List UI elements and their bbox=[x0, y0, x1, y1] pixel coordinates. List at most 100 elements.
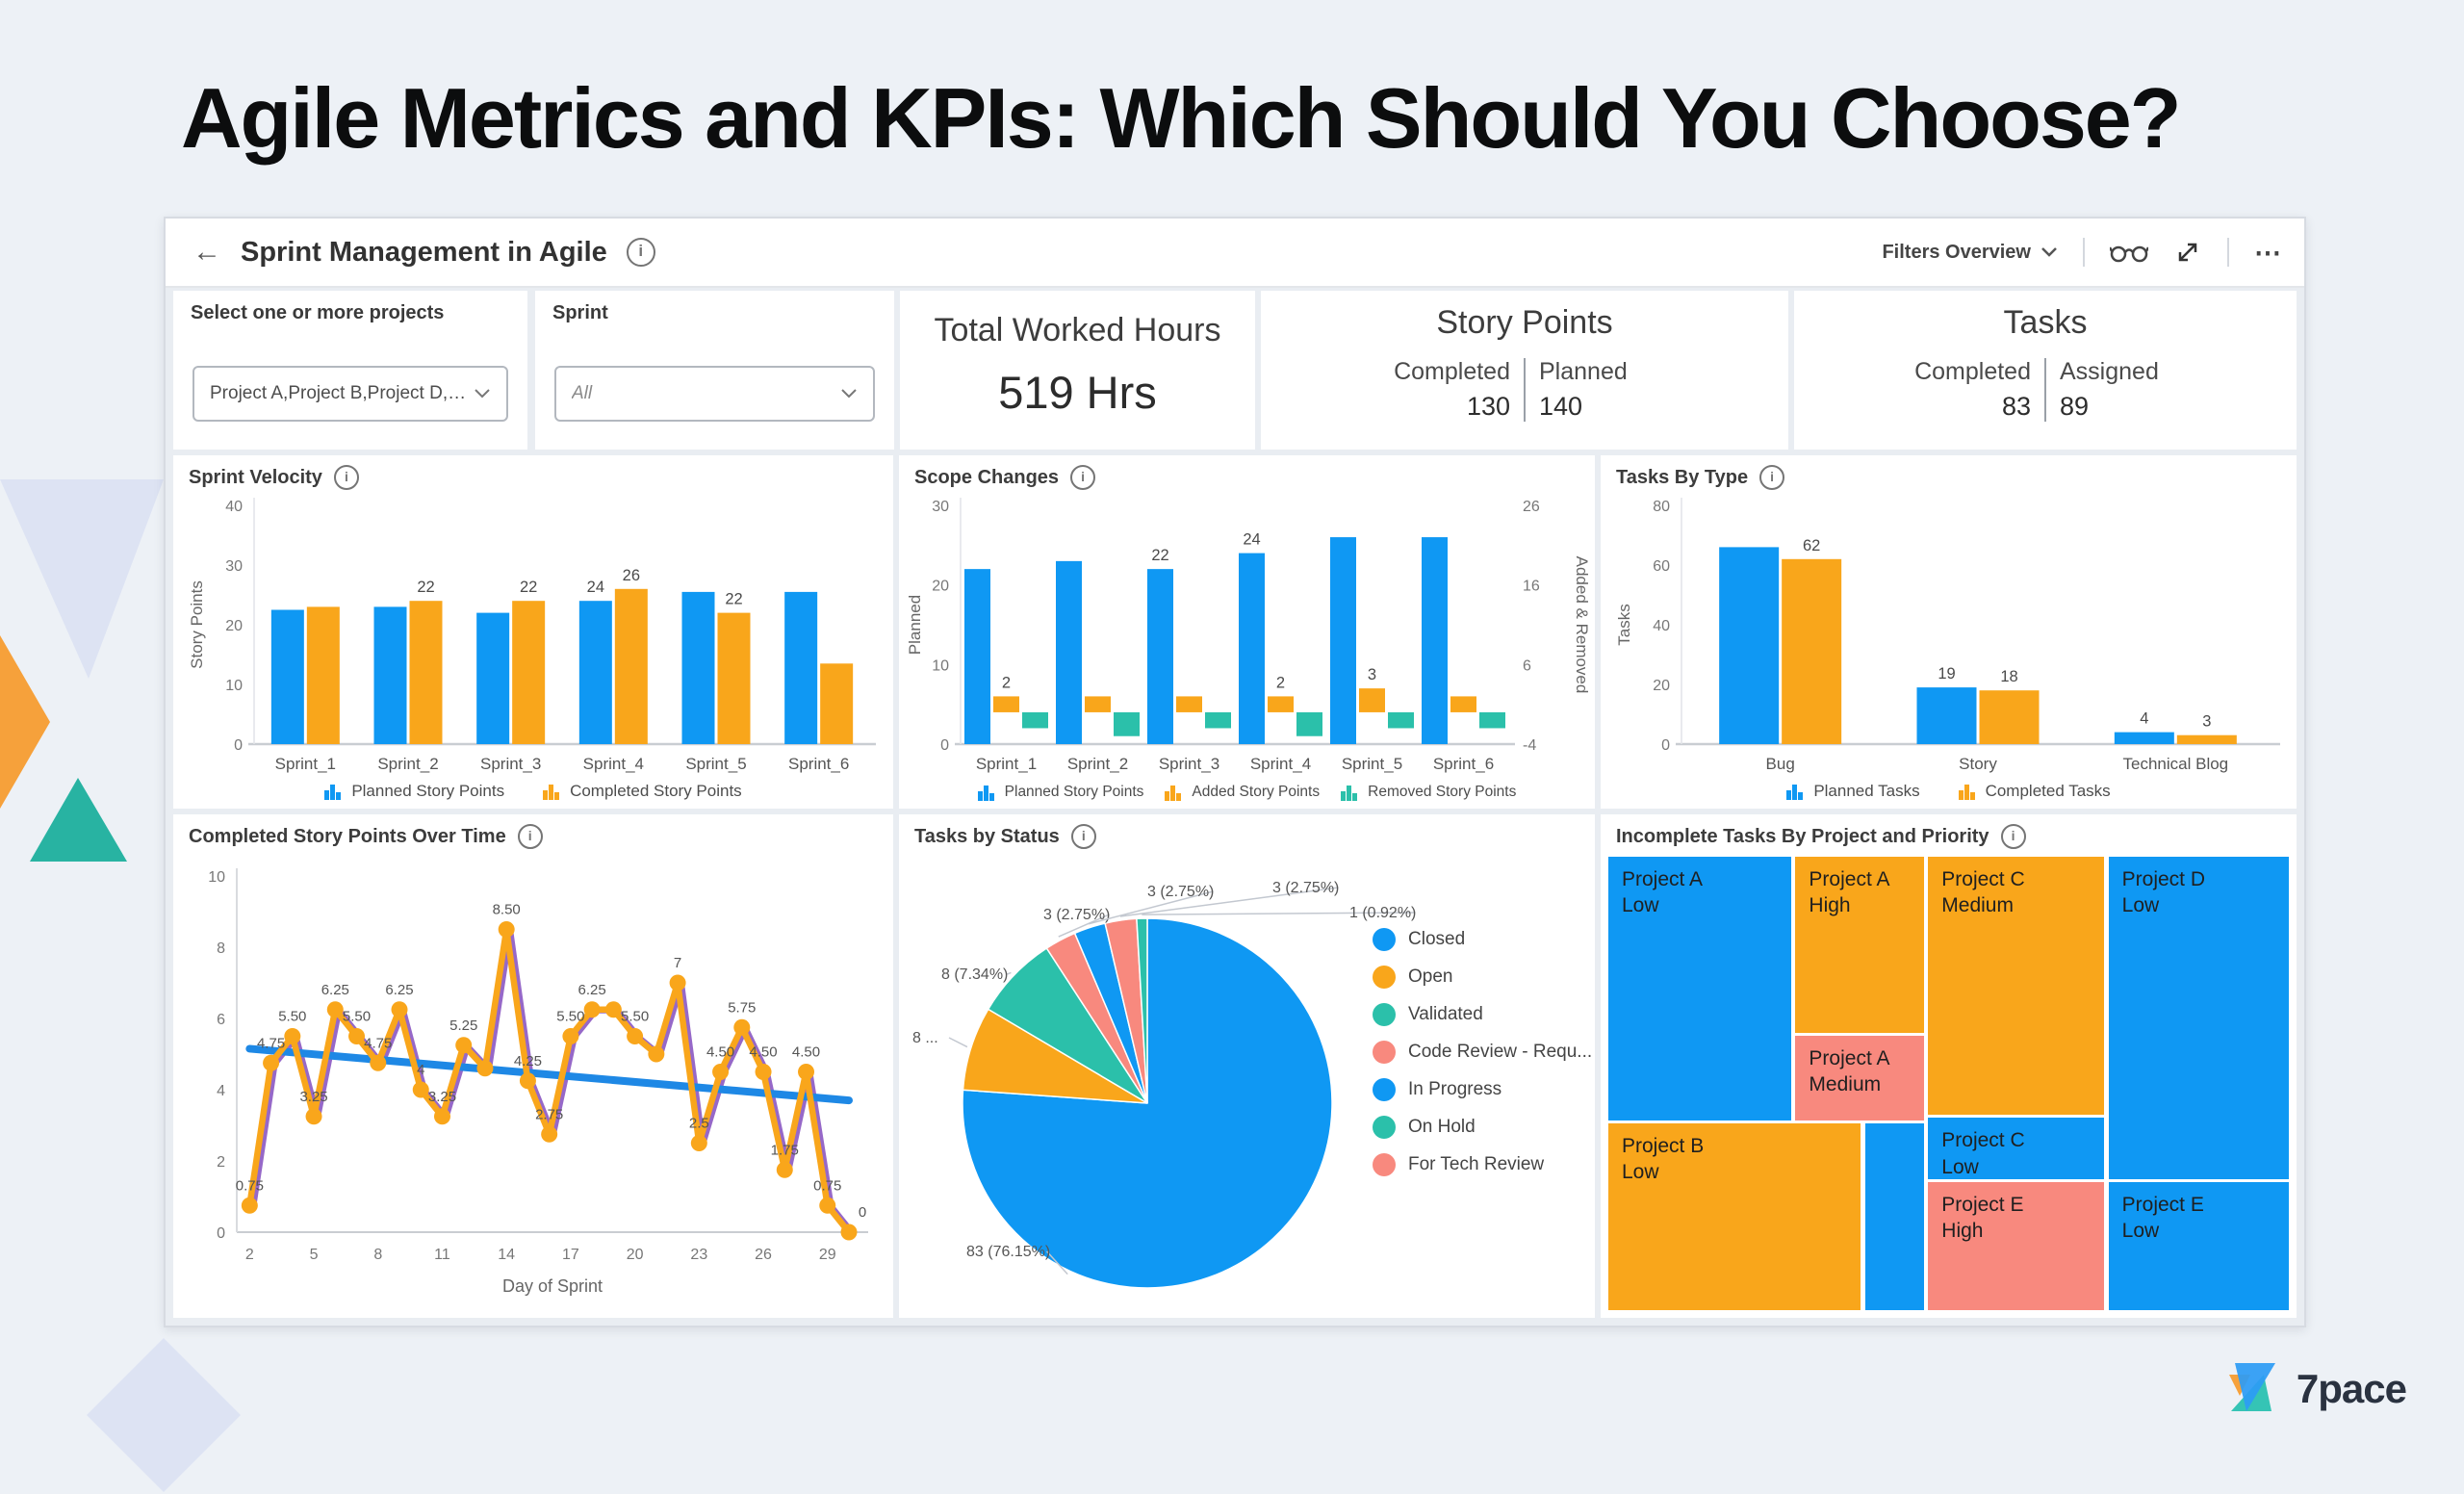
filters-overview-button[interactable]: Filters Overview bbox=[1882, 242, 2058, 264]
bar-Planned Story Points[interactable] bbox=[476, 612, 510, 744]
bar-Planned Story Points[interactable] bbox=[1239, 553, 1265, 744]
data-point[interactable] bbox=[712, 1064, 730, 1080]
bar-Added Story Points[interactable] bbox=[1085, 696, 1111, 712]
treemap-tile-Project C-Low[interactable]: Project C Low bbox=[1928, 1118, 2105, 1180]
data-point[interactable] bbox=[476, 1060, 494, 1077]
legend-item[interactable]: Completed Tasks bbox=[1958, 782, 2111, 801]
treemap-tile[interactable] bbox=[1864, 1122, 1925, 1310]
data-point[interactable] bbox=[627, 1028, 644, 1044]
legend-item[interactable]: Closed bbox=[1373, 928, 1592, 951]
more-options-icon[interactable]: ⋯ bbox=[2254, 237, 2283, 268]
data-point[interactable] bbox=[433, 1108, 450, 1125]
bar-Planned Story Points[interactable] bbox=[578, 601, 612, 744]
legend-item[interactable]: Completed Story Points bbox=[543, 782, 742, 801]
treemap-tile-Project C-Medium[interactable]: Project C Medium bbox=[1928, 857, 2105, 1116]
bar-Completed Story Points[interactable] bbox=[409, 601, 443, 744]
data-point[interactable] bbox=[455, 1037, 473, 1054]
bar-Planned Story Points[interactable] bbox=[270, 609, 304, 745]
legend-item[interactable]: Validated bbox=[1373, 1003, 1592, 1026]
legend-item[interactable]: Open bbox=[1373, 966, 1592, 989]
bar-Completed Story Points[interactable] bbox=[717, 612, 751, 744]
data-point[interactable] bbox=[326, 1001, 344, 1018]
pie-slice-Closed[interactable] bbox=[962, 917, 1333, 1289]
bar-Removed Story Points[interactable] bbox=[1114, 711, 1140, 736]
legend-item[interactable]: Planned Story Points bbox=[324, 782, 504, 801]
data-point[interactable] bbox=[776, 1161, 793, 1178]
data-point[interactable] bbox=[648, 1045, 665, 1063]
bar-Planned Story Points[interactable] bbox=[1422, 537, 1448, 744]
bar-Removed Story Points[interactable] bbox=[1479, 711, 1505, 729]
data-point[interactable] bbox=[669, 974, 686, 992]
data-point[interactable] bbox=[263, 1054, 280, 1071]
bar-Planned Story Points[interactable] bbox=[1330, 537, 1356, 744]
treemap-tile-Project A-Low[interactable]: Project A Low bbox=[1608, 857, 1792, 1121]
data-point[interactable] bbox=[241, 1197, 258, 1214]
data-point[interactable] bbox=[583, 1001, 601, 1018]
data-point[interactable] bbox=[840, 1224, 858, 1241]
data-point[interactable] bbox=[284, 1028, 301, 1044]
bar-Removed Story Points[interactable] bbox=[1205, 711, 1231, 729]
bar-Added Story Points[interactable] bbox=[993, 696, 1019, 712]
legend-item[interactable]: For Tech Review bbox=[1373, 1153, 1592, 1176]
treemap-tile-Project B-Low[interactable]: Project B Low bbox=[1608, 1122, 1861, 1310]
info-icon[interactable]: i bbox=[2000, 824, 2026, 849]
bar-Added Story Points[interactable] bbox=[1450, 696, 1476, 712]
data-point[interactable] bbox=[391, 1001, 408, 1018]
data-point[interactable] bbox=[733, 1018, 751, 1036]
legend-item[interactable]: Code Review - Requ... bbox=[1373, 1041, 1592, 1064]
legend-item[interactable]: On Hold bbox=[1373, 1116, 1592, 1139]
bar-Planned Tasks[interactable] bbox=[2114, 732, 2174, 744]
treemap-tile-Project D-Low[interactable]: Project D Low bbox=[2108, 857, 2289, 1180]
bar-Removed Story Points[interactable] bbox=[1022, 711, 1048, 729]
treemap-tile-Project E-Low[interactable]: Project E Low bbox=[2108, 1182, 2289, 1310]
data-point[interactable] bbox=[562, 1028, 579, 1044]
bar-Completed Story Points[interactable] bbox=[512, 601, 546, 744]
bar-Added Story Points[interactable] bbox=[1268, 696, 1294, 712]
info-icon[interactable]: i bbox=[1759, 465, 1785, 490]
treemap-tile-Project E-High[interactable]: Project E High bbox=[1928, 1182, 2105, 1310]
bar-Completed Tasks[interactable] bbox=[1782, 558, 1842, 744]
bar-Planned Tasks[interactable] bbox=[1719, 547, 1780, 744]
bar-Planned Story Points[interactable] bbox=[681, 591, 715, 744]
expand-fullscreen-icon[interactable] bbox=[2173, 238, 2202, 267]
bar-Planned Story Points[interactable] bbox=[784, 591, 818, 744]
bar-Completed Story Points[interactable] bbox=[820, 663, 854, 744]
pie-slice-On Hold[interactable] bbox=[1136, 917, 1148, 1104]
data-point[interactable] bbox=[348, 1028, 366, 1044]
data-point[interactable] bbox=[305, 1108, 322, 1125]
info-icon[interactable]: i bbox=[626, 238, 655, 267]
data-point[interactable] bbox=[819, 1197, 836, 1214]
bar-Planned Story Points[interactable] bbox=[1147, 569, 1173, 744]
info-icon[interactable]: i bbox=[1070, 465, 1096, 490]
data-point[interactable] bbox=[541, 1125, 558, 1143]
info-icon[interactable]: i bbox=[1070, 824, 1096, 849]
data-point[interactable] bbox=[798, 1064, 815, 1080]
data-point[interactable] bbox=[755, 1064, 772, 1080]
legend-item[interactable]: Removed Story Points bbox=[1341, 784, 1516, 801]
bar-Completed Story Points[interactable] bbox=[306, 606, 340, 744]
data-point[interactable] bbox=[370, 1054, 387, 1071]
legend-item[interactable]: Planned Story Points bbox=[977, 784, 1143, 801]
projects-dropdown[interactable]: Project A,Project B,Project D,Project ..… bbox=[192, 366, 508, 422]
sprint-dropdown[interactable]: All bbox=[554, 366, 875, 422]
legend-item[interactable]: In Progress bbox=[1373, 1078, 1592, 1101]
bar-Completed Tasks[interactable] bbox=[2176, 734, 2237, 744]
data-point[interactable] bbox=[498, 921, 515, 938]
data-point[interactable] bbox=[604, 1001, 622, 1018]
bar-Removed Story Points[interactable] bbox=[1296, 711, 1322, 736]
back-arrow-icon[interactable]: ← bbox=[192, 236, 221, 268]
bar-Planned Story Points[interactable] bbox=[373, 606, 407, 744]
bar-Planned Story Points[interactable] bbox=[964, 569, 990, 744]
legend-item[interactable]: Planned Tasks bbox=[1786, 782, 1920, 801]
data-point[interactable] bbox=[412, 1081, 429, 1098]
bar-Added Story Points[interactable] bbox=[1176, 696, 1202, 712]
info-icon[interactable]: i bbox=[333, 465, 359, 490]
treemap-tile-Project A-Medium[interactable]: Project A Medium bbox=[1795, 1035, 1925, 1121]
bar-Planned Story Points[interactable] bbox=[1056, 560, 1082, 744]
bar-Removed Story Points[interactable] bbox=[1388, 711, 1414, 729]
info-icon[interactable]: i bbox=[517, 824, 543, 849]
treemap-tile-Project A-High[interactable]: Project A High bbox=[1795, 857, 1925, 1033]
bar-Added Story Points[interactable] bbox=[1359, 688, 1385, 712]
bar-Completed Tasks[interactable] bbox=[1979, 690, 2040, 744]
bar-Planned Tasks[interactable] bbox=[1916, 687, 1977, 744]
